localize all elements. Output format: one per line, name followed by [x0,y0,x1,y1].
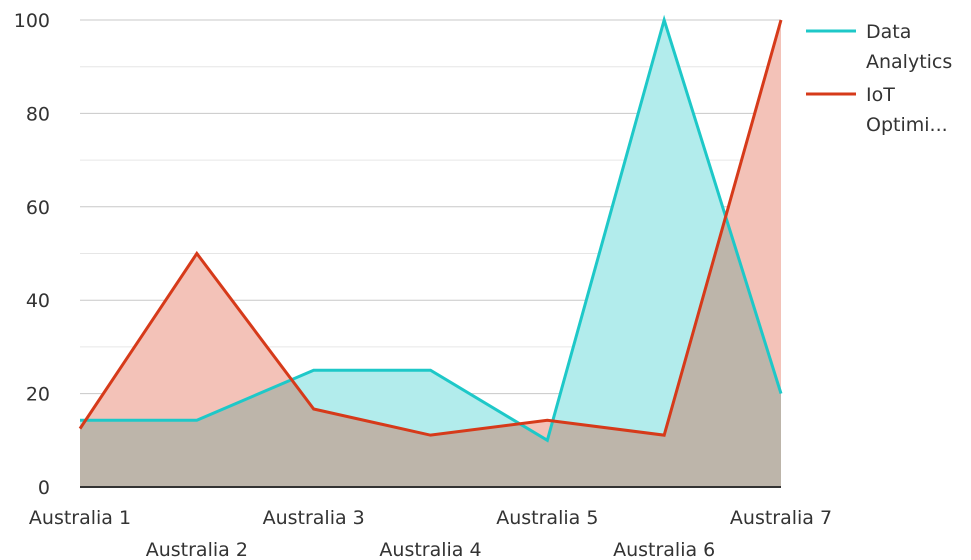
legend-label: IoT [866,84,895,106]
series-line-1 [80,14,783,443]
y-tick-label: 40 [26,290,50,312]
x-tick-label: Australia 1 [29,507,131,529]
legend-item-1[interactable]: Data Analytics [806,21,952,73]
series-area-1 [80,20,781,487]
series-lines [78,14,783,443]
y-tick-label: 0 [38,477,50,499]
x-tick-label: Australia 4 [379,539,481,560]
series-line-2 [78,19,783,437]
y-tick-label: 80 [26,103,50,125]
legend-label: Data [866,21,911,43]
y-tick-label: 20 [26,384,50,406]
y-tick-label: 60 [26,197,50,219]
x-axis-tick-labels: Australia 1 Australia 2 Australia 3 Austral… [29,507,832,560]
legend-label: Optimi... [866,114,948,136]
x-tick-label: Australia 2 [146,539,248,560]
x-tick-label: Australia 5 [496,507,598,529]
y-tick-label: 100 [14,10,50,32]
series-areas [80,20,781,487]
series-area-2 [80,20,781,487]
x-tick-label: Australia 7 [730,507,832,529]
legend-item-2[interactable]: IoT Optimi... [806,84,948,136]
legend[interactable]: Data Analytics IoT Optimi... [806,21,952,136]
legend-label: Analytics [866,51,952,73]
y-axis-tick-labels: 0 20 40 60 80 100 [14,10,50,499]
x-tick-label: Australia 6 [613,539,715,560]
x-tick-label: Australia 3 [263,507,365,529]
